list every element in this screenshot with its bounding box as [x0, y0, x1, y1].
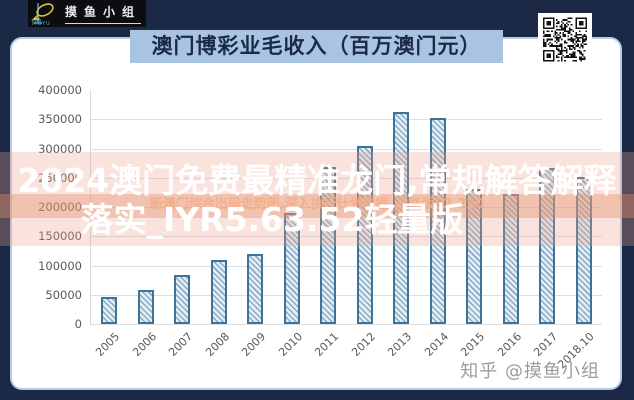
- bar: [575, 176, 592, 324]
- qr-code: [538, 13, 592, 66]
- x-axis-tick-label: 2015: [458, 330, 488, 359]
- x-axis-tick-label: 2006: [129, 330, 159, 359]
- brand-name-en: MOYU: [32, 20, 51, 27]
- gridline: [91, 294, 602, 296]
- y-axis-tick-label: 250000: [38, 170, 82, 185]
- gridline: [91, 236, 602, 238]
- y-axis-tick-label: 100000: [38, 258, 82, 273]
- x-axis-tick-label: 2008: [202, 330, 232, 359]
- gridline: [91, 148, 602, 150]
- watermark-subtext: 新澳门综合出码走势图,深入执行计划数据_战略版52.220: [149, 197, 485, 212]
- gridline: [91, 177, 602, 179]
- bar: [356, 145, 373, 324]
- x-axis-tick-label: 2017: [531, 330, 561, 359]
- y-axis-tick-label: 200000: [38, 200, 82, 214]
- bar: [429, 118, 446, 324]
- chart-panel: 0 50000 100000 150000 200000 250000 300000 3500…: [10, 37, 622, 390]
- x-axis-tick-label: 2011: [312, 330, 342, 359]
- bar: [283, 212, 300, 324]
- y-axis-tick-label: 400000: [38, 83, 82, 97]
- gridline: [91, 207, 602, 208]
- gridline: [91, 265, 602, 267]
- gridline: [91, 324, 602, 325]
- bar: [137, 290, 154, 324]
- x-axis-tick-label: 2010: [275, 330, 305, 359]
- y-axis-tick-label: 50000: [45, 287, 82, 302]
- bar: [393, 112, 410, 324]
- x-axis-tick-label: 2009: [239, 330, 269, 359]
- x-axis-tick-label: 2013: [385, 330, 415, 359]
- plot-area: 0 50000 100000 150000 200000 250000 300000 3500…: [38, 83, 602, 371]
- brand-logo: MOYU 摸鱼小组: [28, 0, 146, 27]
- zhihu-credit: 知乎 @摸鱼小组: [460, 361, 600, 382]
- x-axis-tick-label: 2014: [421, 330, 451, 359]
- brand-name-cn: 摸鱼小组: [65, 3, 142, 24]
- watermark-stripe: [0, 194, 634, 218]
- watermark-band: [0, 152, 634, 246]
- x-axis-tick-label: 2012: [348, 330, 378, 359]
- gridline: [91, 119, 602, 121]
- bar: [101, 296, 118, 324]
- bar: [247, 253, 264, 324]
- bar: [174, 274, 191, 324]
- bar: [466, 188, 483, 324]
- bar: [320, 166, 337, 324]
- watermark-line2: 落实_IYR5.63.52轻量版: [80, 200, 464, 239]
- bar: [502, 193, 519, 324]
- y-axis-tick-label: 300000: [38, 141, 82, 156]
- fish-icon: MOYU: [31, 1, 59, 27]
- chart-title: 澳门博彩业毛收入（百万澳门元）: [130, 30, 503, 63]
- x-axis-tick-label: 2007: [166, 330, 196, 359]
- x-axis-tick-label: 2016: [494, 330, 524, 359]
- x-axis-tick-label: 2005: [93, 330, 123, 359]
- y-axis-tick-label: 0: [74, 317, 82, 331]
- watermark-line1: 2024澳门免费最精准龙门,常规解答解释: [17, 161, 617, 200]
- y-axis-tick-label: 350000: [38, 112, 82, 127]
- bar: [210, 259, 227, 324]
- y-axis-tick-label: 150000: [38, 229, 82, 244]
- bar: [539, 168, 556, 324]
